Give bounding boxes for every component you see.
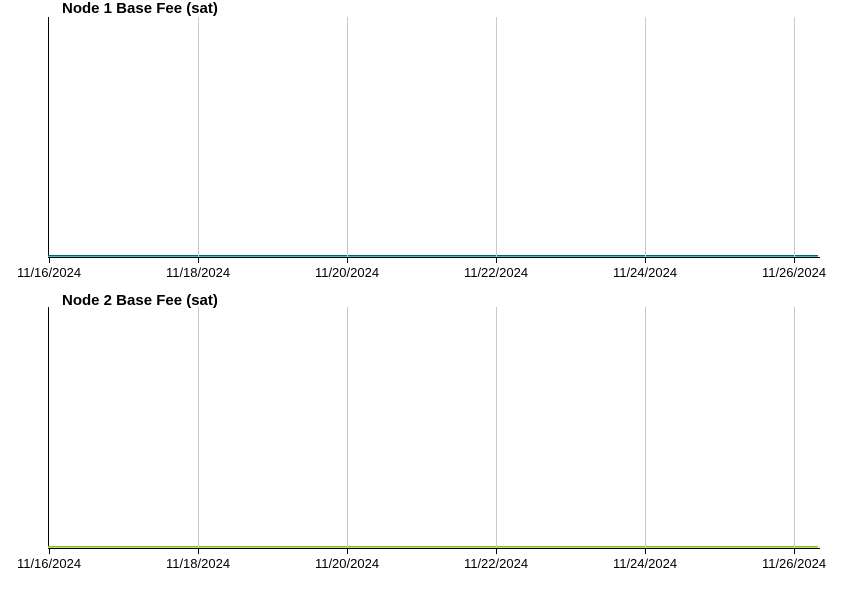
chart-title-node1: Node 1 Base Fee (sat) [62, 0, 218, 17]
gridline [347, 307, 348, 548]
axis-tick [198, 257, 199, 263]
x-axis-label: 11/26/2024 [761, 556, 827, 571]
gridline [496, 17, 497, 257]
gridline [347, 17, 348, 257]
axis-tick [645, 257, 646, 263]
axis-tick [347, 548, 348, 554]
axis-tick [794, 257, 795, 263]
x-axis-label: 11/22/2024 [463, 265, 529, 280]
axis-tick [496, 548, 497, 554]
gridline [198, 17, 199, 257]
x-axis-label: 11/16/2024 [16, 265, 82, 280]
axis-tick [49, 548, 50, 554]
axis-tick [49, 257, 50, 263]
gridline [794, 307, 795, 548]
x-axis-label: 11/20/2024 [314, 265, 380, 280]
base-fee-chart-node1: Node 1 Base Fee (sat) 11/16/2024 11/18/20… [0, 0, 860, 285]
x-axis-label: 11/16/2024 [16, 556, 82, 571]
plot-area-node1 [48, 17, 820, 263]
x-axis-label: 11/24/2024 [612, 265, 678, 280]
base-fee-chart-node2: Node 2 Base Fee (sat) 11/16/2024 11/18/20… [0, 289, 860, 574]
x-axis-label: 11/24/2024 [612, 556, 678, 571]
gridline [496, 307, 497, 548]
y-axis-line [48, 307, 49, 548]
axis-tick [794, 548, 795, 554]
data-line-node2 [48, 546, 818, 548]
axis-tick [496, 257, 497, 263]
plot-area-node2 [48, 307, 820, 554]
x-axis-label: 11/18/2024 [165, 265, 231, 280]
x-axis-label: 11/22/2024 [463, 556, 529, 571]
x-axis-labels-node1: 11/16/2024 11/18/2024 11/20/2024 11/22/2024… [17, 265, 826, 281]
x-axis-label: 11/18/2024 [165, 556, 231, 571]
y-axis-line [48, 17, 49, 257]
x-axis-labels-node2: 11/16/2024 11/18/2024 11/20/2024 11/22/2024… [17, 556, 826, 572]
x-axis-label: 11/20/2024 [314, 556, 380, 571]
data-line-node1 [48, 255, 818, 257]
gridline [645, 17, 646, 257]
gridline [645, 307, 646, 548]
gridline [198, 307, 199, 548]
axis-tick [645, 548, 646, 554]
gridline [794, 17, 795, 257]
chart-title-node2: Node 2 Base Fee (sat) [62, 292, 218, 309]
x-axis-label: 11/26/2024 [761, 265, 827, 280]
axis-tick [198, 548, 199, 554]
axis-tick [347, 257, 348, 263]
